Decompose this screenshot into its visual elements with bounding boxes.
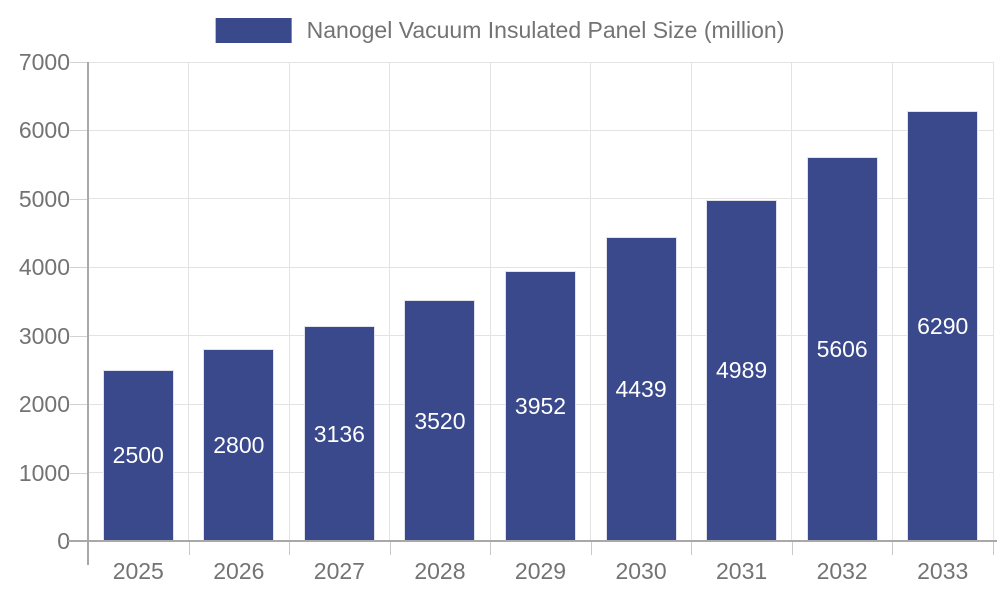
y-tick-mark bbox=[70, 335, 88, 337]
x-tick-mark bbox=[691, 541, 693, 555]
x-tick-label-2031: 2031 bbox=[716, 558, 768, 584]
x-grid-line bbox=[791, 62, 793, 541]
bar-value-label: 3952 bbox=[514, 392, 567, 419]
x-tick-mark bbox=[993, 541, 994, 555]
bar-value-label: 2500 bbox=[112, 442, 164, 469]
bar-value-label: 6290 bbox=[917, 312, 969, 339]
x-grid-line bbox=[992, 62, 994, 541]
x-tick-label-2025: 2025 bbox=[112, 558, 164, 584]
x-tick-mark bbox=[490, 541, 492, 555]
x-tick-mark bbox=[791, 541, 793, 555]
bar-value-label: 5606 bbox=[816, 336, 868, 363]
x-grid-line bbox=[590, 62, 592, 541]
y-tick-label: 6000 bbox=[18, 117, 70, 144]
x-tick-label-2026: 2026 bbox=[213, 558, 265, 584]
plot-area: 2500 2800 3136 3520 3952 4439 4989 5606 6290 bbox=[88, 61, 994, 541]
legend-label: Nanogel Vacuum Insulated Panel Size (mil… bbox=[306, 17, 785, 43]
bar-2031[interactable]: 4989 bbox=[706, 199, 778, 541]
y-tick-label: 3000 bbox=[18, 322, 70, 349]
x-tick-mark bbox=[188, 541, 190, 555]
y-tick-mark bbox=[70, 472, 88, 474]
x-grid-line bbox=[288, 62, 290, 541]
x-grid-line bbox=[489, 62, 491, 541]
bar-value-label: 4989 bbox=[716, 357, 768, 384]
bar-2030[interactable]: 4439 bbox=[605, 237, 677, 541]
y-tick-mark bbox=[70, 130, 88, 132]
y-grid-line bbox=[88, 61, 993, 63]
x-tick-mark bbox=[590, 541, 592, 555]
bar-2025[interactable]: 2500 bbox=[102, 369, 174, 541]
bar-value-label: 2800 bbox=[213, 432, 265, 459]
x-tick-label-2027: 2027 bbox=[313, 558, 365, 584]
x-tick-mark bbox=[892, 541, 894, 555]
x-tick-label-2032: 2032 bbox=[816, 558, 868, 584]
bar-value-label: 3136 bbox=[313, 420, 365, 447]
x-tick-label-2030: 2030 bbox=[615, 558, 667, 584]
x-grid-line bbox=[690, 62, 692, 541]
x-tick-mark bbox=[389, 541, 391, 555]
y-grid-line bbox=[88, 198, 993, 200]
y-tick-label: 5000 bbox=[18, 185, 70, 212]
y-grid-line bbox=[88, 266, 993, 268]
bar-2032[interactable]: 5606 bbox=[806, 157, 878, 541]
y-axis-line bbox=[87, 62, 89, 565]
y-tick-label: 7000 bbox=[18, 49, 70, 75]
y-tick-label: 0 bbox=[57, 528, 70, 554]
y-grid-line bbox=[88, 129, 993, 131]
x-tick-label-2028: 2028 bbox=[414, 558, 466, 584]
bar-2026[interactable]: 2800 bbox=[203, 349, 275, 541]
bar-value-label: 3520 bbox=[414, 407, 466, 434]
x-grid-line bbox=[188, 62, 190, 541]
x-tick-label-2029: 2029 bbox=[514, 558, 567, 584]
bar-2029[interactable]: 3952 bbox=[505, 270, 576, 541]
bar-2028[interactable]: 3520 bbox=[404, 300, 476, 541]
x-grid-line bbox=[891, 62, 893, 541]
y-tick-label: 2000 bbox=[18, 391, 70, 418]
x-tick-mark bbox=[289, 541, 291, 555]
x-grid-line bbox=[389, 62, 391, 541]
bar-2027[interactable]: 3136 bbox=[303, 326, 375, 541]
y-tick-mark bbox=[70, 404, 88, 406]
chart-legend[interactable]: Nanogel Vacuum Insulated Panel Size (mil… bbox=[215, 17, 785, 44]
y-tick-mark bbox=[70, 267, 88, 269]
legend-swatch bbox=[215, 18, 292, 43]
bar-2033[interactable]: 6290 bbox=[907, 110, 979, 541]
y-tick-mark bbox=[70, 62, 88, 63]
y-tick-label: 4000 bbox=[18, 254, 70, 281]
x-axis-line bbox=[68, 540, 997, 542]
bar-value-label: 4439 bbox=[615, 376, 667, 403]
y-tick-label: 1000 bbox=[18, 459, 70, 486]
y-tick-mark bbox=[70, 198, 88, 200]
x-tick-label-2033: 2033 bbox=[917, 558, 969, 584]
